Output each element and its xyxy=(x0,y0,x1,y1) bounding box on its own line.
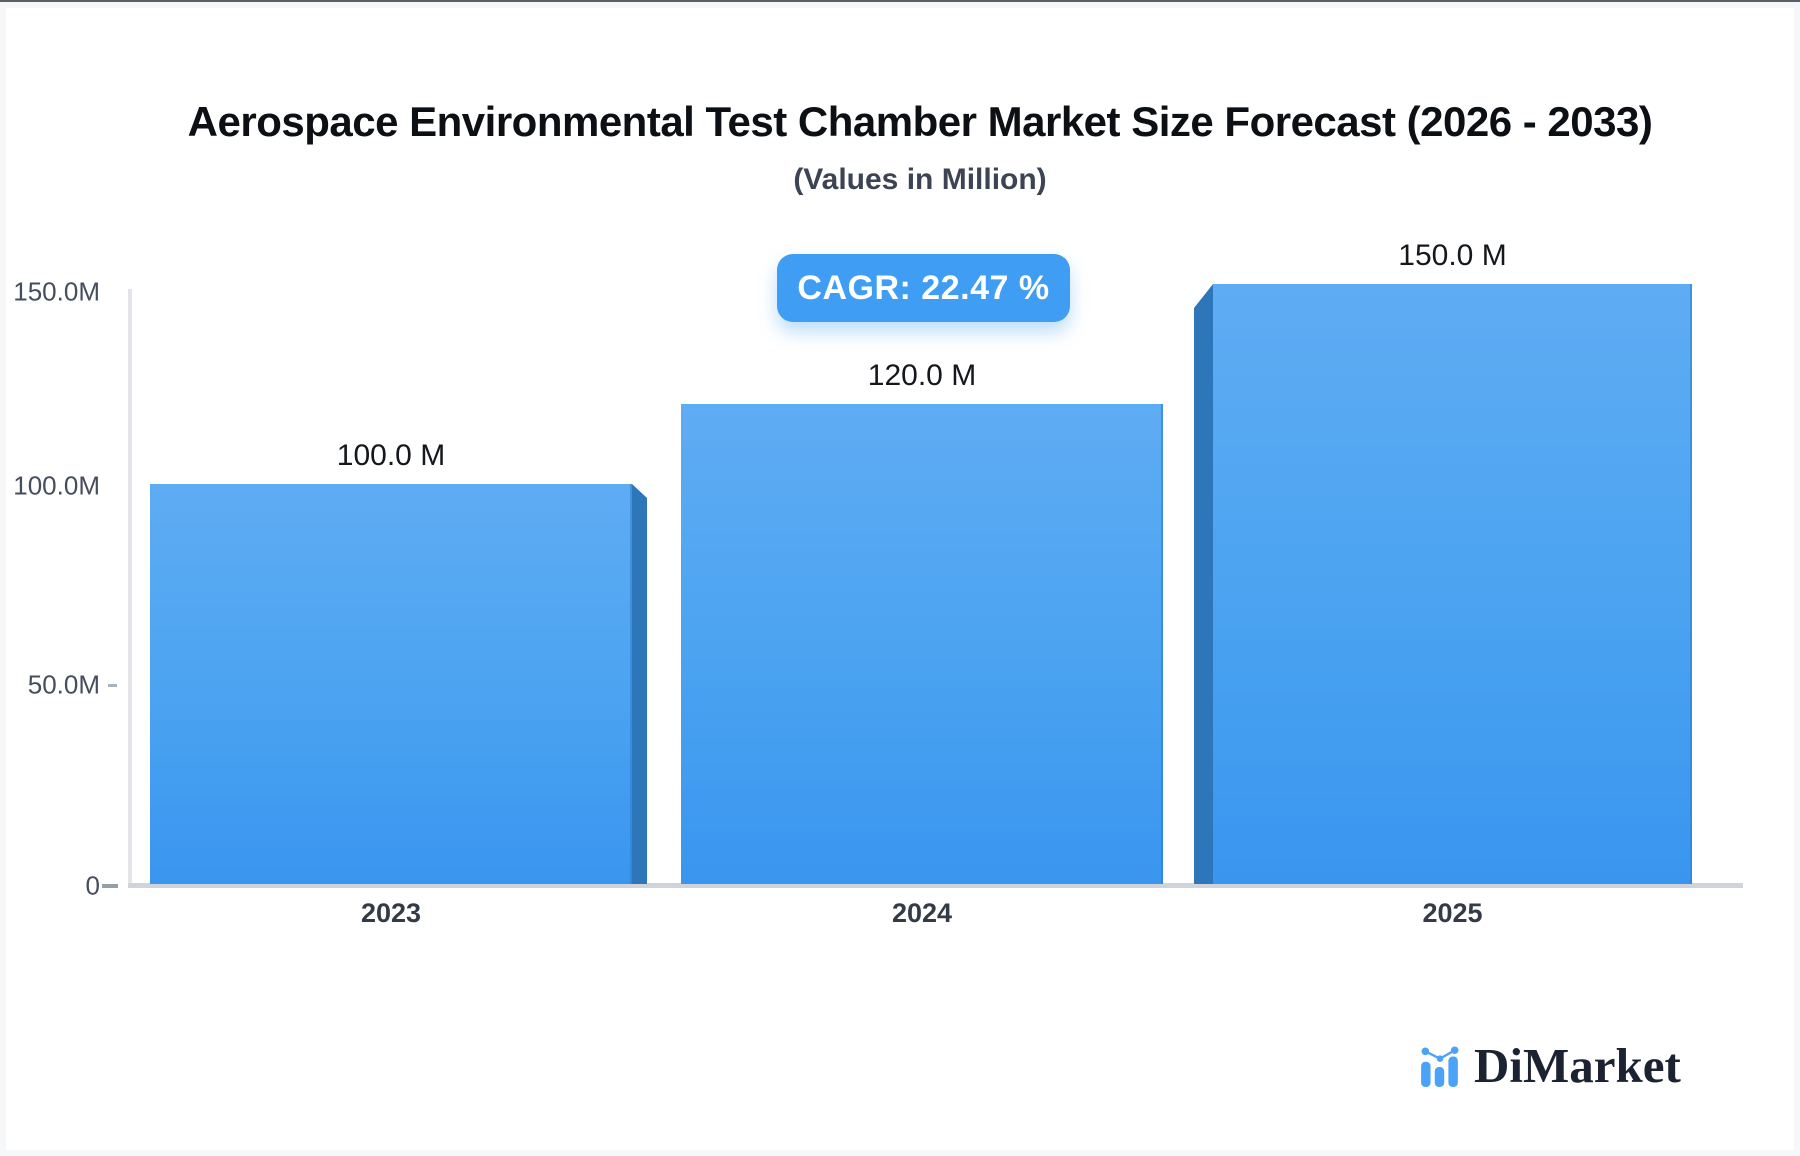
x-axis-line xyxy=(128,883,1743,888)
chart-header: Aerospace Environmental Test Chamber Mar… xyxy=(60,96,1780,198)
dimarket-logo-text: DiMarket xyxy=(1474,1038,1681,1093)
bar-2025-value-label: 150.0 M xyxy=(1398,239,1507,272)
y-axis-line xyxy=(128,289,132,884)
bar-2024-face xyxy=(681,404,1163,884)
bar-2025: 150.0 M xyxy=(1194,239,1692,884)
bar-2025-3d-side xyxy=(1194,284,1213,884)
bar-2024-value-label: 120.0 M xyxy=(867,359,977,392)
bar-2023-face xyxy=(150,484,632,884)
cagr-badge: CAGR: 22.47 % xyxy=(777,254,1070,322)
chart-title: Aerospace Environmental Test Chamber Mar… xyxy=(187,98,1653,145)
y-tick-50: 50.0M xyxy=(27,669,100,700)
bar-2023-value-label: 100.0 M xyxy=(336,439,446,472)
x-label-2023: 2023 xyxy=(360,898,422,928)
y-tick-dash-0 xyxy=(102,884,118,888)
window-top-edge xyxy=(0,0,1800,2)
bar-2023-3d-side xyxy=(632,484,647,884)
dimarket-logo: DiMarket xyxy=(1420,1040,1681,1092)
y-tick-100: 100.0M xyxy=(13,470,100,501)
x-label-2024: 2024 xyxy=(891,898,953,928)
chart-subtitle: (Values in Million) xyxy=(793,163,1047,196)
x-label-2025: 2025 xyxy=(1422,898,1483,928)
bar-2025-face xyxy=(1213,284,1692,884)
y-tick-0: 0 xyxy=(85,870,100,901)
y-tick-dash-50 xyxy=(108,684,117,687)
dimarket-logo-icon xyxy=(1421,1046,1459,1087)
y-tick-150: 150.0M xyxy=(13,276,100,307)
bar-2023: 100.0 M xyxy=(150,439,647,884)
bar-2024: 120.0 M xyxy=(681,359,1163,884)
